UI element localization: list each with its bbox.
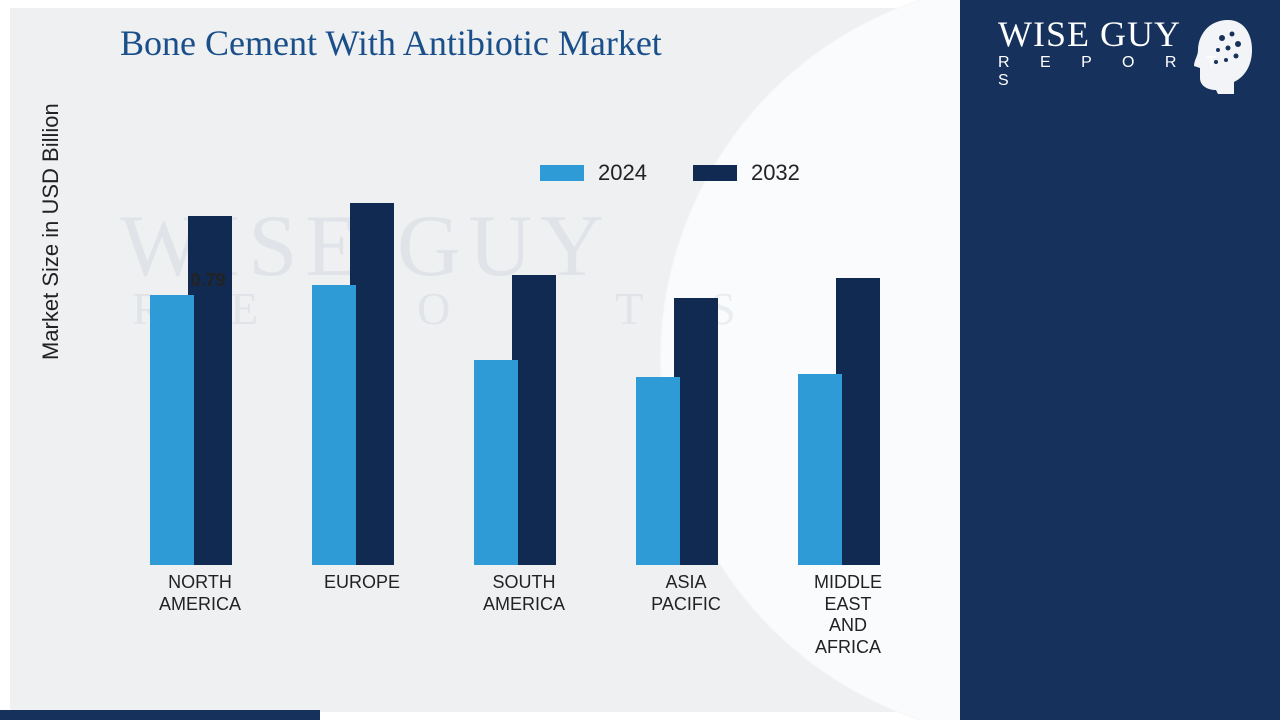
category-label: NORTHAMERICA <box>135 572 265 615</box>
footer-strip <box>0 710 320 720</box>
bar-2032 <box>188 216 232 565</box>
bar-group <box>302 155 422 565</box>
bar-2024 <box>312 285 356 565</box>
bar-value-label: 0.79 <box>178 270 238 291</box>
x-axis-labels: NORTHAMERICAEUROPESOUTHAMERICAASIAPACIFI… <box>140 572 950 692</box>
bar-2024 <box>636 377 680 565</box>
bar-2032 <box>674 298 718 565</box>
chart-plot-area: 0.79 <box>100 155 950 565</box>
brain-head-icon <box>1188 16 1258 96</box>
bar-2024 <box>474 360 518 565</box>
bar-2032 <box>836 278 880 565</box>
bar-group <box>464 155 584 565</box>
bar-group <box>140 155 260 565</box>
bar-2024 <box>798 374 842 565</box>
category-label: ASIAPACIFIC <box>621 572 751 615</box>
brand-sidebar <box>960 0 1280 720</box>
bar-group <box>626 155 746 565</box>
chart-bars-container: 0.79 <box>140 155 950 565</box>
bar-2032 <box>512 275 556 565</box>
chart-title: Bone Cement With Antibiotic Market <box>120 22 662 64</box>
bar-2024 <box>150 295 194 565</box>
category-label: EUROPE <box>297 572 427 594</box>
category-label: MIDDLEEASTANDAFRICA <box>783 572 913 658</box>
brand-logo: WISE GUY R E P O R T S <box>998 16 1258 90</box>
bar-group <box>788 155 908 565</box>
y-axis-label: Market Size in USD Billion <box>38 103 64 360</box>
category-label: SOUTHAMERICA <box>459 572 589 615</box>
chart-stage: WISE GUY R E P O R T S Bone Cement With … <box>0 0 1280 720</box>
bar-2032 <box>350 203 394 565</box>
